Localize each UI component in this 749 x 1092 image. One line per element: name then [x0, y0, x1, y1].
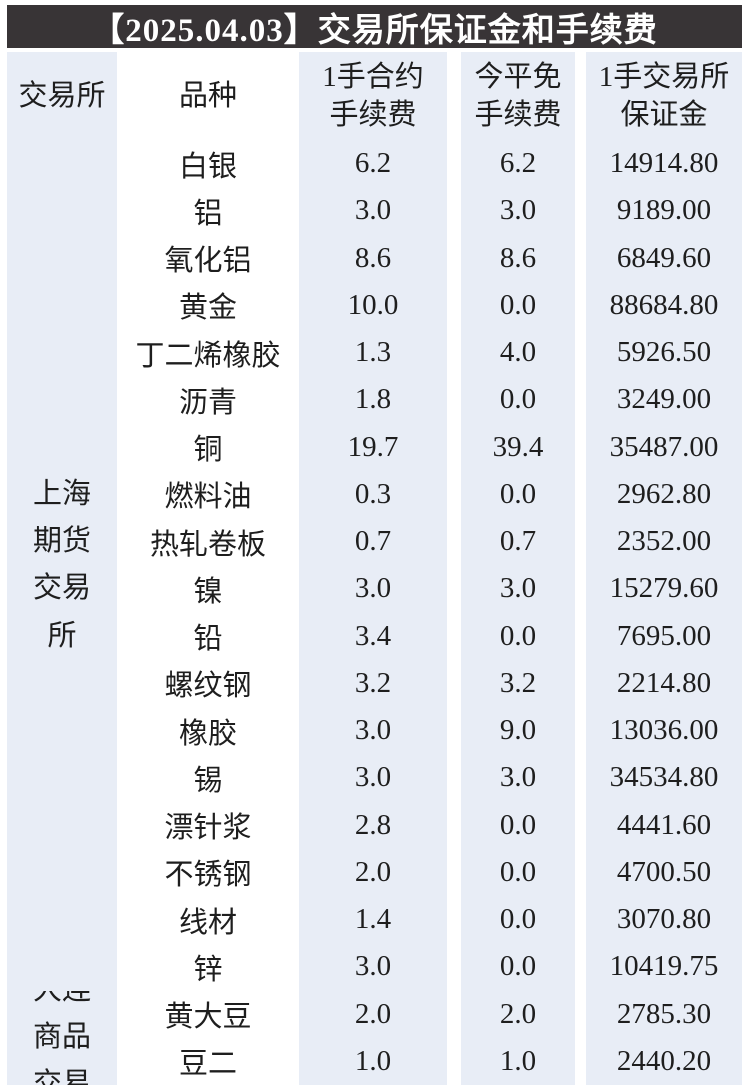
title-bar: 【2025.04.03】交易所保证金和手续费 [7, 5, 742, 49]
cell-contract_fee: 1.4 [354, 903, 392, 936]
cell-margin: 4441.60 [616, 808, 712, 841]
cell-margin: 2785.30 [616, 997, 712, 1030]
cell-margin: 34534.80 [609, 761, 719, 794]
cell-contract_fee: 0.7 [354, 525, 392, 558]
cell-contract_fee: 2.0 [354, 855, 392, 888]
cell-close_today_fee: 0.0 [499, 288, 537, 321]
cell-close_today_fee: 0.0 [499, 903, 537, 936]
cell-close_today_fee: 39.4 [492, 430, 544, 463]
cell-margin: 35487.00 [609, 430, 719, 463]
cell-close_today_fee: 0.0 [499, 950, 537, 983]
cell-contract_fee: 3.0 [354, 572, 392, 605]
cell-margin: 10419.75 [609, 950, 719, 983]
column-margin: 1手交易所 保证金 14914.80 9189.00 6849.60 88684.80… [586, 52, 742, 1085]
cell-close_today_fee: 4.0 [499, 336, 537, 369]
cell-margin: 6849.60 [616, 241, 712, 274]
cell-variety: 沥青 [178, 386, 237, 419]
column-contract-fee: 1手合约 手续费 6.2 3.0 8.6 10.0 1.3 1.8 19.7 0.3 0.7 3.… [299, 52, 447, 1085]
header-contract-fee: 1手合约 手续费 [322, 61, 424, 131]
cell-close_today_fee: 1.0 [499, 1044, 537, 1077]
column-exchange: 交易所 上海期货交易所 大连商品交易 [7, 52, 117, 1085]
cell-variety: 黄金 [178, 292, 237, 325]
cell-variety: 燃料油 [164, 481, 252, 514]
cell-contract_fee: 3.2 [354, 666, 392, 699]
cell-contract_fee: 3.0 [354, 761, 392, 794]
cell-contract_fee: 1.8 [354, 383, 392, 416]
cell-variety: 铅 [193, 623, 223, 656]
cell-close_today_fee: 3.2 [499, 666, 537, 699]
cell-close_today_fee: 3.0 [499, 572, 537, 605]
cell-variety: 漂针浆 [164, 812, 252, 845]
cell-variety: 丁二烯橡胶 [135, 339, 281, 372]
cell-close_today_fee: 0.0 [499, 808, 537, 841]
cell-variety: 氧化铝 [164, 245, 252, 278]
cell-margin: 5926.50 [616, 336, 712, 369]
header-exchange: 交易所 [18, 80, 106, 112]
cell-variety: 橡胶 [178, 717, 237, 750]
cell-margin: 2440.20 [616, 1044, 712, 1077]
cell-margin: 88684.80 [609, 288, 719, 321]
cell-contract_fee: 1.3 [354, 336, 392, 369]
cell-close_today_fee: 0.0 [499, 855, 537, 888]
cell-variety: 铝 [193, 197, 223, 230]
cell-close_today_fee: 0.7 [499, 525, 537, 558]
cell-margin: 13036.00 [609, 714, 719, 747]
cell-margin: 2352.00 [616, 525, 712, 558]
cell-margin: 4700.50 [616, 855, 712, 888]
column-close-today-fee: 今平免 手续费 6.2 3.0 8.6 0.0 4.0 0.0 39.4 0.0 0.7 3.0 0… [461, 52, 575, 1085]
cell-variety: 白银 [178, 150, 237, 183]
cell-margin: 3249.00 [616, 383, 712, 416]
cell-close_today_fee: 3.0 [499, 761, 537, 794]
cell-variety: 热轧卷板 [149, 528, 266, 561]
cell-variety: 黄大豆 [164, 1001, 252, 1034]
exchange-group-shfe: 上海期货交易所 [32, 477, 91, 652]
cell-margin: 3070.80 [616, 903, 712, 936]
column-variety: 品种 白银铝氧化铝黄金丁二烯橡胶沥青铜燃料油热轧卷板镍铅螺纹钢橡胶锡漂针浆不锈钢… [117, 52, 299, 1085]
cell-contract_fee: 3.4 [354, 619, 392, 652]
cell-contract_fee: 3.0 [354, 194, 392, 227]
cell-close_today_fee: 8.6 [499, 241, 537, 274]
cell-contract_fee: 3.0 [354, 714, 392, 747]
page-title: 【2025.04.03】交易所保证金和手续费 [91, 12, 658, 49]
cell-contract_fee: 8.6 [354, 241, 392, 274]
cell-contract_fee: 0.3 [354, 477, 392, 510]
cell-margin: 9189.00 [616, 194, 712, 227]
cell-contract_fee: 3.0 [354, 950, 392, 983]
cell-variety: 不锈钢 [164, 859, 252, 892]
cell-contract_fee: 2.0 [354, 997, 392, 1030]
header-variety: 品种 [178, 80, 237, 112]
cell-contract_fee: 19.7 [347, 430, 399, 463]
header-close-today-fee: 今平免 手续费 [474, 61, 562, 131]
cell-margin: 2214.80 [616, 666, 712, 699]
cell-close_today_fee: 0.0 [499, 383, 537, 416]
cell-variety: 锡 [193, 764, 223, 797]
cell-close_today_fee: 6.2 [499, 147, 537, 180]
cell-margin: 7695.00 [616, 619, 712, 652]
cell-variety: 镍 [193, 575, 223, 608]
header-margin: 1手交易所 保证金 [598, 61, 730, 131]
cell-variety: 锌 [193, 953, 223, 986]
cell-variety: 铜 [193, 434, 223, 467]
cell-margin: 2962.80 [616, 477, 712, 510]
cell-close_today_fee: 3.0 [499, 194, 537, 227]
cell-close_today_fee: 0.0 [499, 619, 537, 652]
cell-contract_fee: 2.8 [354, 808, 392, 841]
cell-margin: 15279.60 [609, 572, 719, 605]
cell-variety: 豆二 [178, 1048, 237, 1081]
cell-close_today_fee: 9.0 [499, 714, 537, 747]
cell-variety: 线材 [178, 906, 237, 939]
cell-contract_fee: 1.0 [354, 1044, 392, 1077]
cell-variety: 螺纹钢 [164, 670, 252, 703]
cell-contract_fee: 10.0 [347, 288, 399, 321]
cell-contract_fee: 6.2 [354, 147, 392, 180]
cell-margin: 14914.80 [609, 147, 719, 180]
exchange-group-dce: 大连商品交易 [32, 991, 91, 1086]
cell-close_today_fee: 0.0 [499, 477, 537, 510]
cell-close_today_fee: 2.0 [499, 997, 537, 1030]
